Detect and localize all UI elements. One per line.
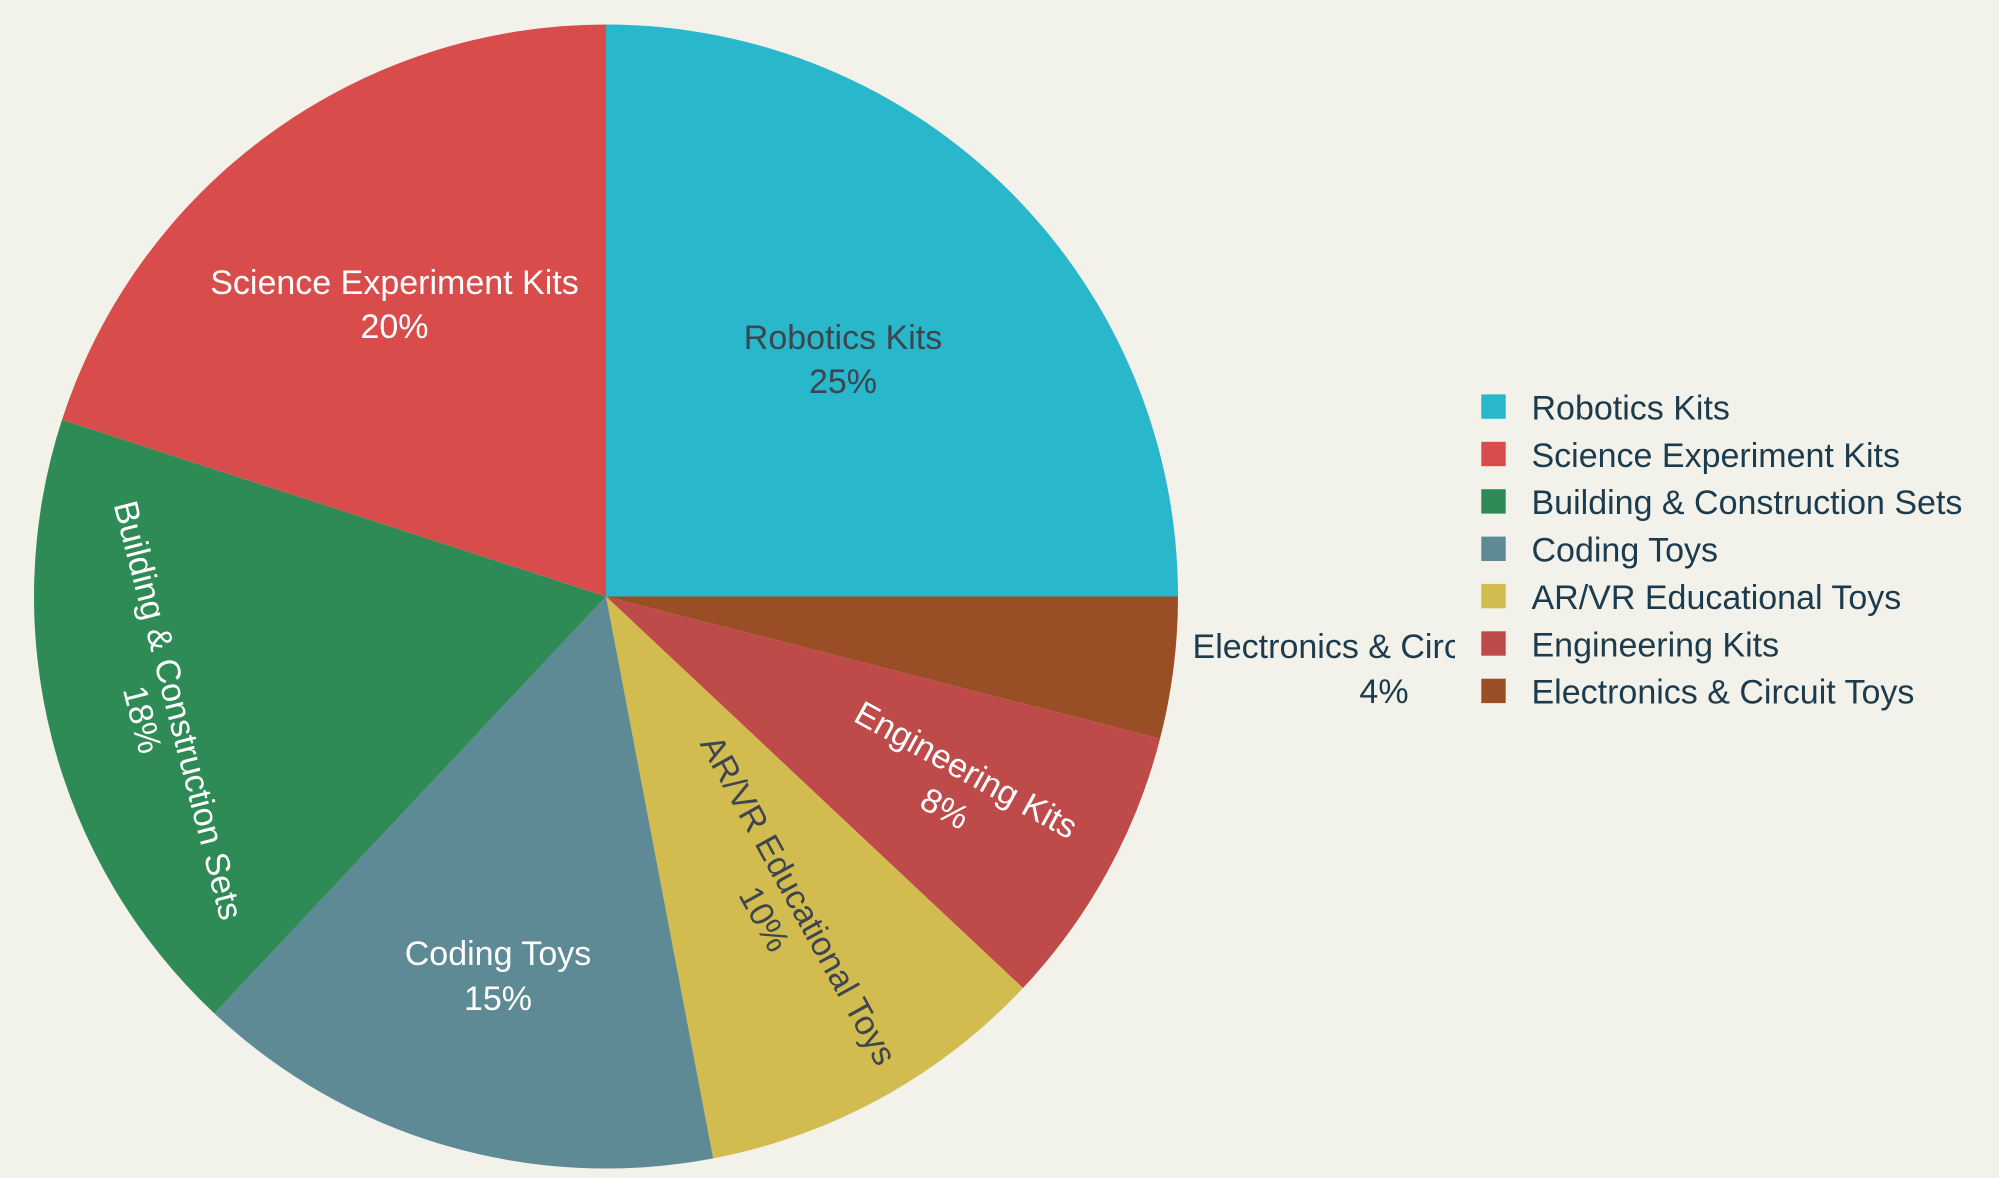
svg-text:Engineering Kits: Engineering Kits	[1532, 626, 1780, 664]
svg-text:Building & Construction Sets: Building & Construction Sets	[1532, 484, 1963, 522]
svg-text:Science Experiment Kits: Science Experiment Kits	[1532, 437, 1901, 475]
svg-text:AR/VR Educational Toys: AR/VR Educational Toys	[1532, 579, 1902, 617]
svg-text:Electronics & Circuit Toys: Electronics & Circuit Toys	[1532, 674, 1915, 712]
svg-text:Coding Toys: Coding Toys	[1532, 532, 1719, 570]
svg-text:Robotics Kits: Robotics Kits	[1532, 389, 1730, 427]
